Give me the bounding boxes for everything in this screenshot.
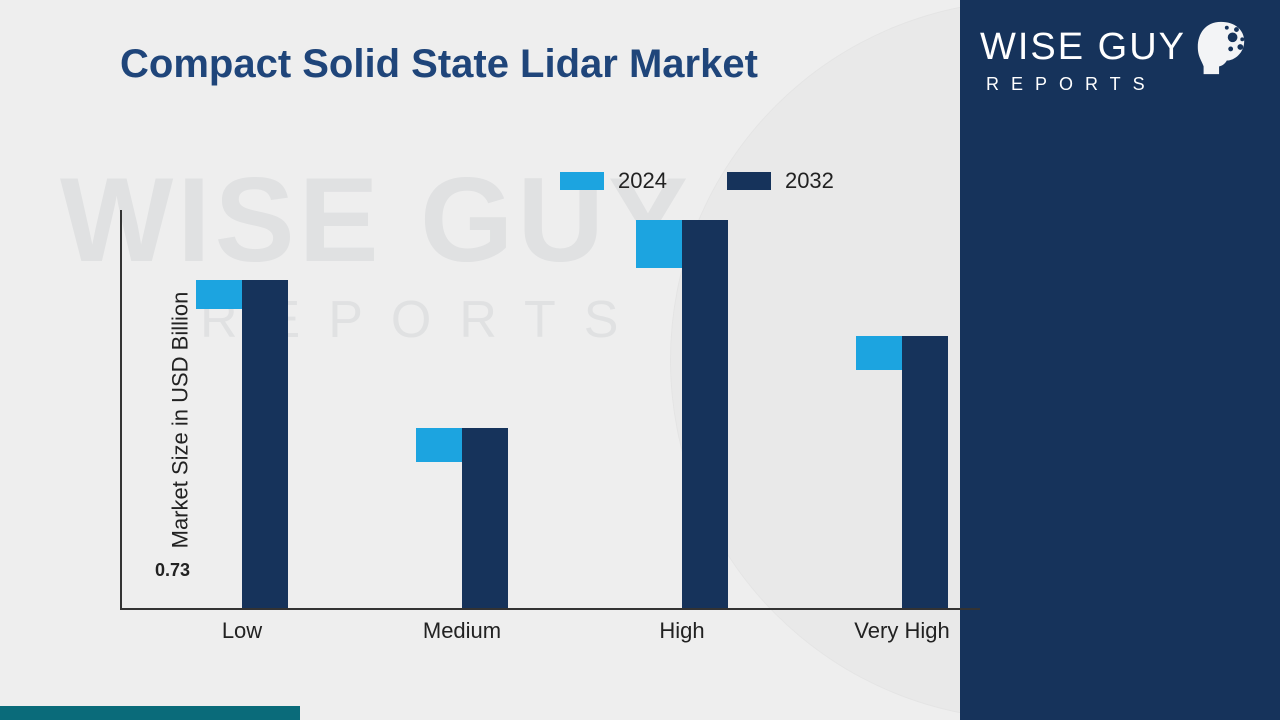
- bar: [416, 428, 462, 462]
- bar: [242, 280, 288, 608]
- legend: 2024 2032: [560, 168, 834, 194]
- right-panel: [960, 0, 1280, 720]
- chart-title: Compact Solid State Lidar Market: [120, 42, 758, 87]
- bar: [462, 428, 508, 608]
- category-label: Medium: [423, 618, 501, 644]
- legend-item-2024: 2024: [560, 168, 667, 194]
- category-label: High: [659, 618, 704, 644]
- bar: [682, 220, 728, 608]
- bar-value-label: 0.73: [155, 560, 196, 581]
- logo-sub-text: REPORTS: [986, 74, 1260, 95]
- logo-main-text: WISE GUY: [980, 26, 1186, 69]
- canvas: WISE GUY REPORTS WISE GUY REPORTS Compac…: [0, 0, 1280, 720]
- legend-swatch-2024: [560, 172, 604, 190]
- category-label: Low: [222, 618, 262, 644]
- bar: [636, 220, 682, 268]
- bar: [902, 336, 948, 608]
- head-icon: [1192, 18, 1250, 76]
- legend-item-2032: 2032: [727, 168, 834, 194]
- bottom-accent-bar: [0, 706, 300, 720]
- plot-region: 0.73Low Medium High Very High: [120, 210, 980, 610]
- bar: [196, 280, 242, 309]
- bar-group: Very High: [842, 336, 962, 608]
- legend-swatch-2032: [727, 172, 771, 190]
- brand-logo: WISE GUY REPORTS: [980, 18, 1260, 95]
- legend-label-2024: 2024: [618, 168, 667, 194]
- bar-group: High: [622, 220, 742, 608]
- bar-group: 0.73Low: [182, 280, 302, 608]
- legend-label-2032: 2032: [785, 168, 834, 194]
- category-label: Very High: [854, 618, 949, 644]
- bar: [856, 336, 902, 370]
- bar-group: Medium: [402, 428, 522, 608]
- chart-area: Market Size in USD Billion 0.73LowMedium…: [100, 210, 980, 630]
